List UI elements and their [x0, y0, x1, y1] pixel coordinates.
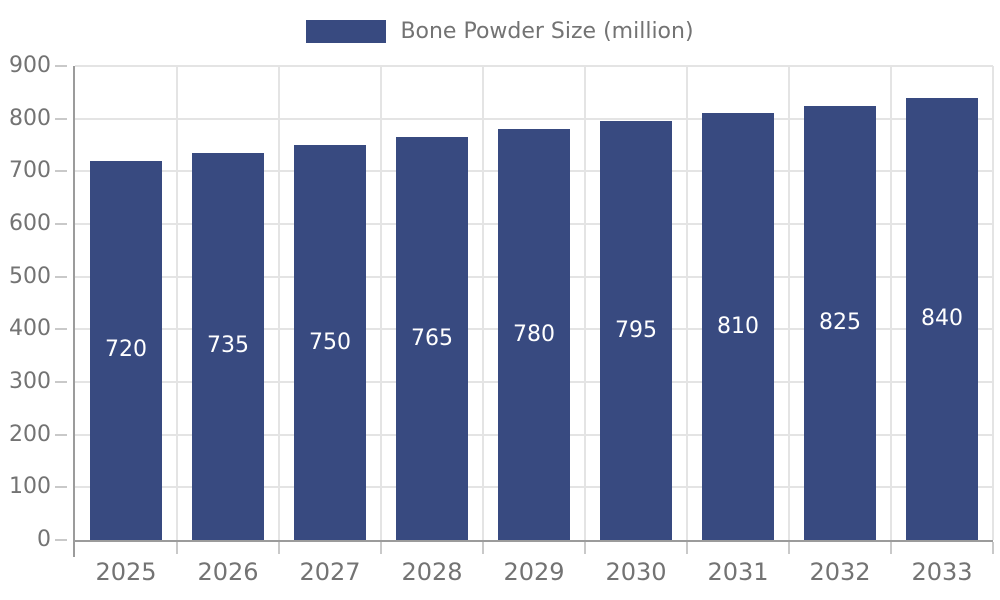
- y-tick: [55, 328, 67, 331]
- bar-value-label: 765: [410, 325, 453, 351]
- y-tick: [55, 65, 67, 67]
- y-tick: [55, 170, 67, 173]
- legend-label: Bone Powder Size (million): [400, 18, 694, 44]
- bar: [803, 105, 877, 540]
- y-tick: [55, 275, 67, 278]
- x-axis-line: [73, 540, 993, 542]
- y-tick-label: 300: [9, 369, 51, 394]
- x-tick-label: 2026: [197, 558, 259, 586]
- x-tick: [584, 542, 586, 554]
- x-tick: [482, 542, 484, 554]
- y-tick-label: 600: [9, 211, 51, 236]
- y-tick: [55, 223, 67, 225]
- v-gridline: [380, 66, 382, 540]
- y-tick-label: 900: [9, 53, 51, 78]
- v-gridline: [890, 66, 892, 540]
- bar: [905, 97, 979, 540]
- bar: [293, 145, 367, 540]
- y-tick-label: 0: [37, 527, 51, 552]
- x-tick: [380, 542, 382, 554]
- v-gridline: [584, 66, 586, 540]
- y-tick: [55, 117, 67, 120]
- y-axis-line: [73, 66, 75, 557]
- y-tick: [55, 433, 67, 436]
- x-tick-label: 2027: [299, 558, 361, 586]
- x-tick-label: 2028: [401, 558, 463, 586]
- x-tick: [686, 542, 688, 554]
- x-tick-label: 2031: [707, 558, 769, 586]
- x-tick: [176, 542, 178, 554]
- y-tick-label: 500: [9, 263, 51, 289]
- v-gridline: [176, 66, 178, 540]
- legend[interactable]: Bone Powder Size (million): [0, 16, 1000, 46]
- v-gridline: [278, 66, 280, 540]
- x-tick: [992, 542, 994, 554]
- legend-swatch: [306, 19, 387, 43]
- y-tick: [55, 486, 67, 489]
- bar: [497, 129, 571, 540]
- bar: [395, 137, 469, 540]
- bar-value-label: 750: [308, 329, 351, 355]
- bar-value-label: 795: [614, 317, 657, 343]
- v-gridline: [686, 66, 688, 540]
- y-tick-label: 800: [9, 105, 51, 131]
- x-tick: [788, 542, 790, 554]
- bar: [701, 113, 775, 540]
- x-tick-label: 2030: [605, 558, 667, 586]
- y-tick-label: 100: [9, 474, 51, 500]
- y-tick-label: 400: [9, 316, 51, 342]
- bar-value-label: 810: [716, 313, 759, 339]
- x-tick-label: 2032: [809, 558, 871, 586]
- y-tick: [55, 381, 67, 383]
- bar-value-label: 840: [920, 305, 963, 331]
- plot-border-top: [75, 65, 993, 67]
- x-tick: [890, 542, 892, 554]
- h-gridline: [75, 117, 993, 120]
- x-tick: [278, 542, 280, 554]
- x-tick-label: 2029: [503, 558, 565, 586]
- bar-value-label: 780: [512, 321, 555, 347]
- v-gridline: [788, 66, 790, 540]
- bar: [89, 160, 163, 540]
- x-tick-label: 2025: [95, 558, 157, 586]
- bar-value-label: 720: [104, 337, 147, 363]
- y-tick: [55, 539, 67, 541]
- plot-border-right: [992, 66, 994, 540]
- v-gridline: [482, 66, 484, 540]
- y-tick-label: 700: [9, 158, 51, 184]
- bar-value-label: 735: [206, 333, 249, 359]
- x-tick-label: 2033: [911, 558, 973, 586]
- y-tick-label: 200: [9, 421, 51, 447]
- bar-value-label: 825: [818, 309, 861, 335]
- bar: [599, 121, 673, 540]
- bar: [191, 152, 265, 540]
